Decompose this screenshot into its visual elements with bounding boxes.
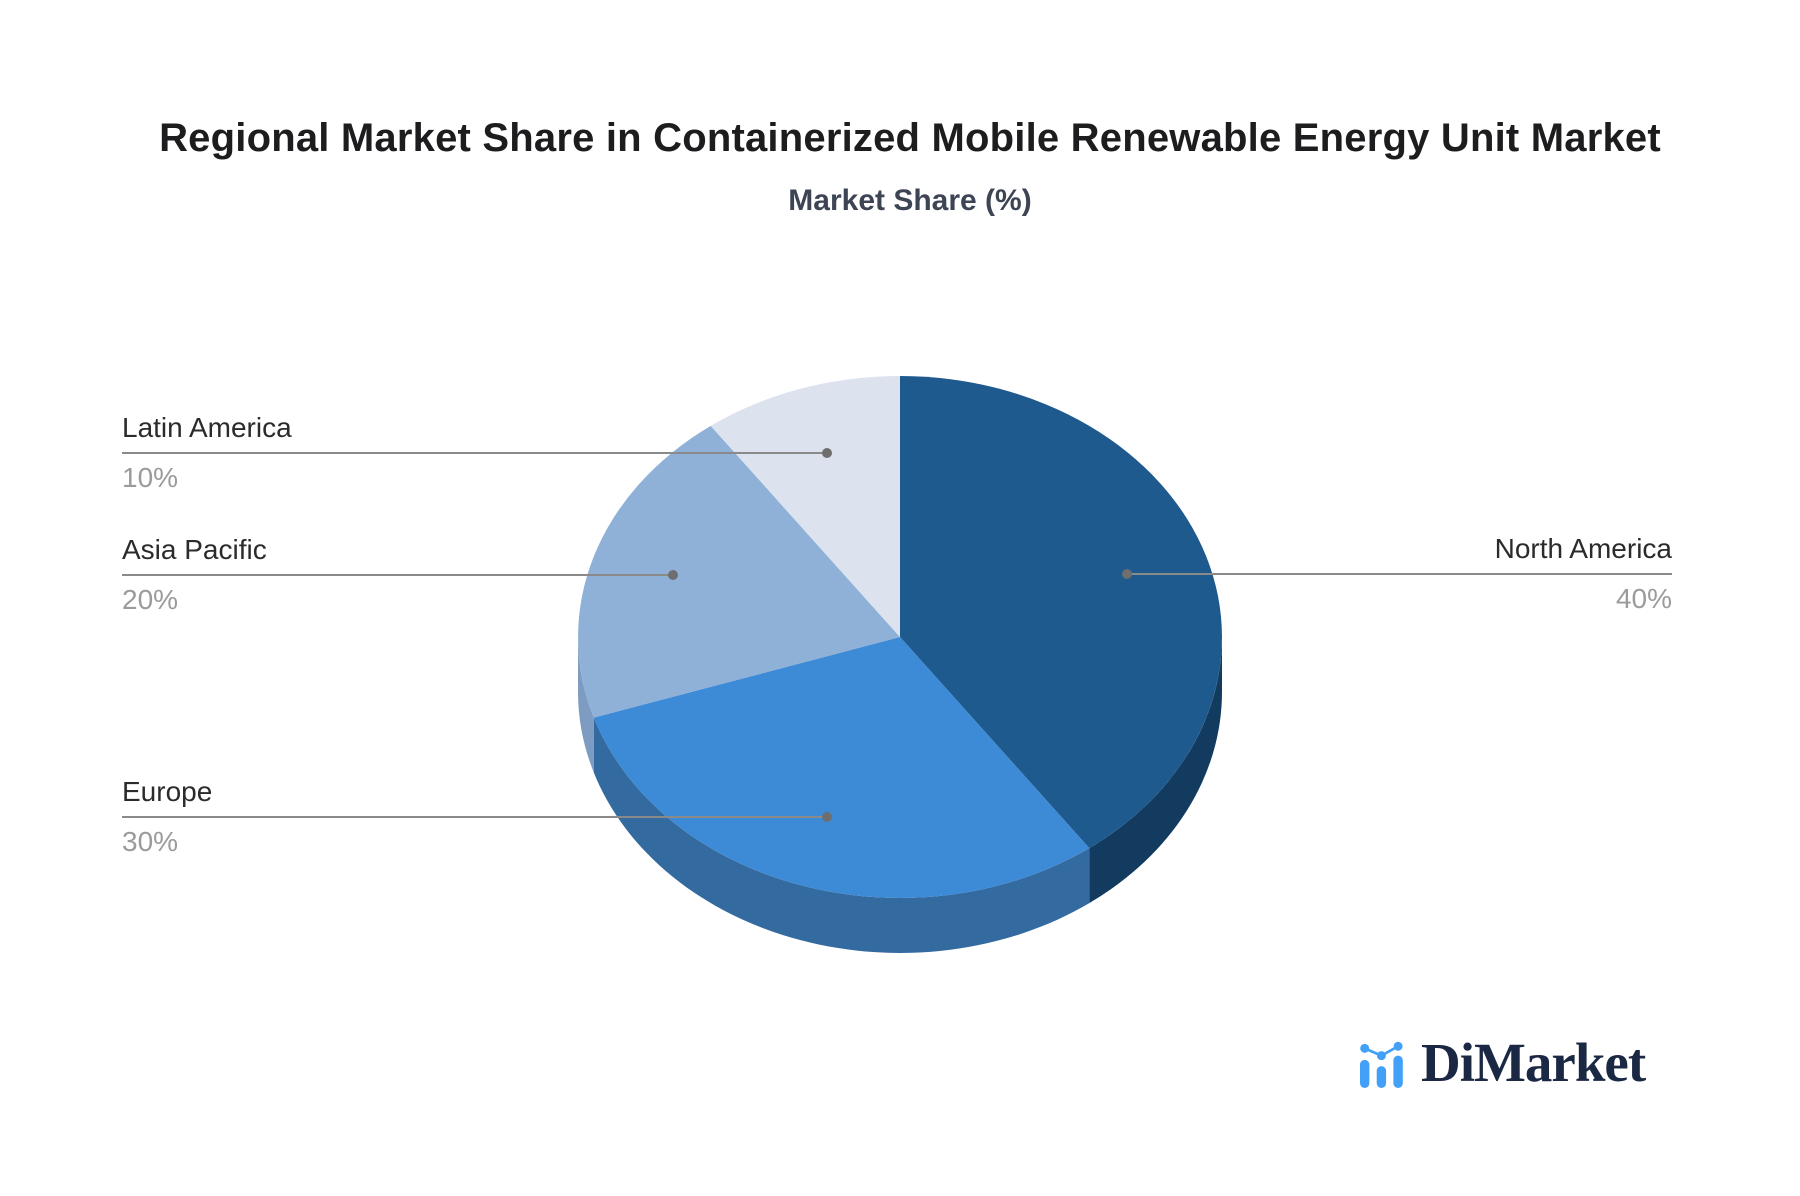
callout-value-north-america: 40% xyxy=(1615,583,1672,614)
pie-side-north-america xyxy=(1089,637,1222,904)
pie-side-asia-pacific xyxy=(578,637,594,773)
callout-asia-pacific: Asia Pacific 20% xyxy=(122,533,678,617)
pie-side-europe xyxy=(593,717,1090,953)
callout-label-latin-america: Latin America xyxy=(122,412,292,443)
pie-slice-latin-america[interactable] xyxy=(710,376,900,637)
callout-value-latin-america: 10% xyxy=(122,462,179,493)
pie-slice-europe[interactable] xyxy=(593,637,1090,898)
callout-north-america: North America 40% xyxy=(1122,532,1672,616)
bar-chart-icon xyxy=(1360,1041,1403,1088)
brand-logo: DiMarket xyxy=(1360,1032,1646,1093)
leader-dot-europe xyxy=(822,812,832,822)
leader-line-latin-america xyxy=(122,448,832,458)
callout-value-europe: 30% xyxy=(122,826,179,857)
leader-line-asia-pacific xyxy=(122,570,678,580)
leader-line-north-america xyxy=(1122,569,1672,579)
pie-slice-north-america[interactable] xyxy=(900,376,1222,849)
pie-slice-asia-pacific[interactable] xyxy=(578,425,900,718)
chart-subtitle: Market Share (%) xyxy=(788,184,1032,217)
brand-logo-text: DiMarket xyxy=(1421,1032,1646,1093)
callout-latin-america: Latin America 10% xyxy=(122,411,832,495)
leader-dot-latin-america xyxy=(822,448,832,458)
callout-europe: Europe 30% xyxy=(122,775,832,859)
callout-label-asia-pacific: Asia Pacific xyxy=(122,534,267,565)
callout-value-asia-pacific: 20% xyxy=(122,584,179,615)
callout-label-north-america: North America xyxy=(1494,533,1672,564)
leader-line-europe xyxy=(122,812,832,822)
leader-dot-north-america xyxy=(1122,569,1132,579)
leader-dot-asia-pacific xyxy=(668,570,678,580)
chart-title: Regional Market Share in Containerized M… xyxy=(159,116,1661,160)
callout-label-europe: Europe xyxy=(122,776,213,807)
